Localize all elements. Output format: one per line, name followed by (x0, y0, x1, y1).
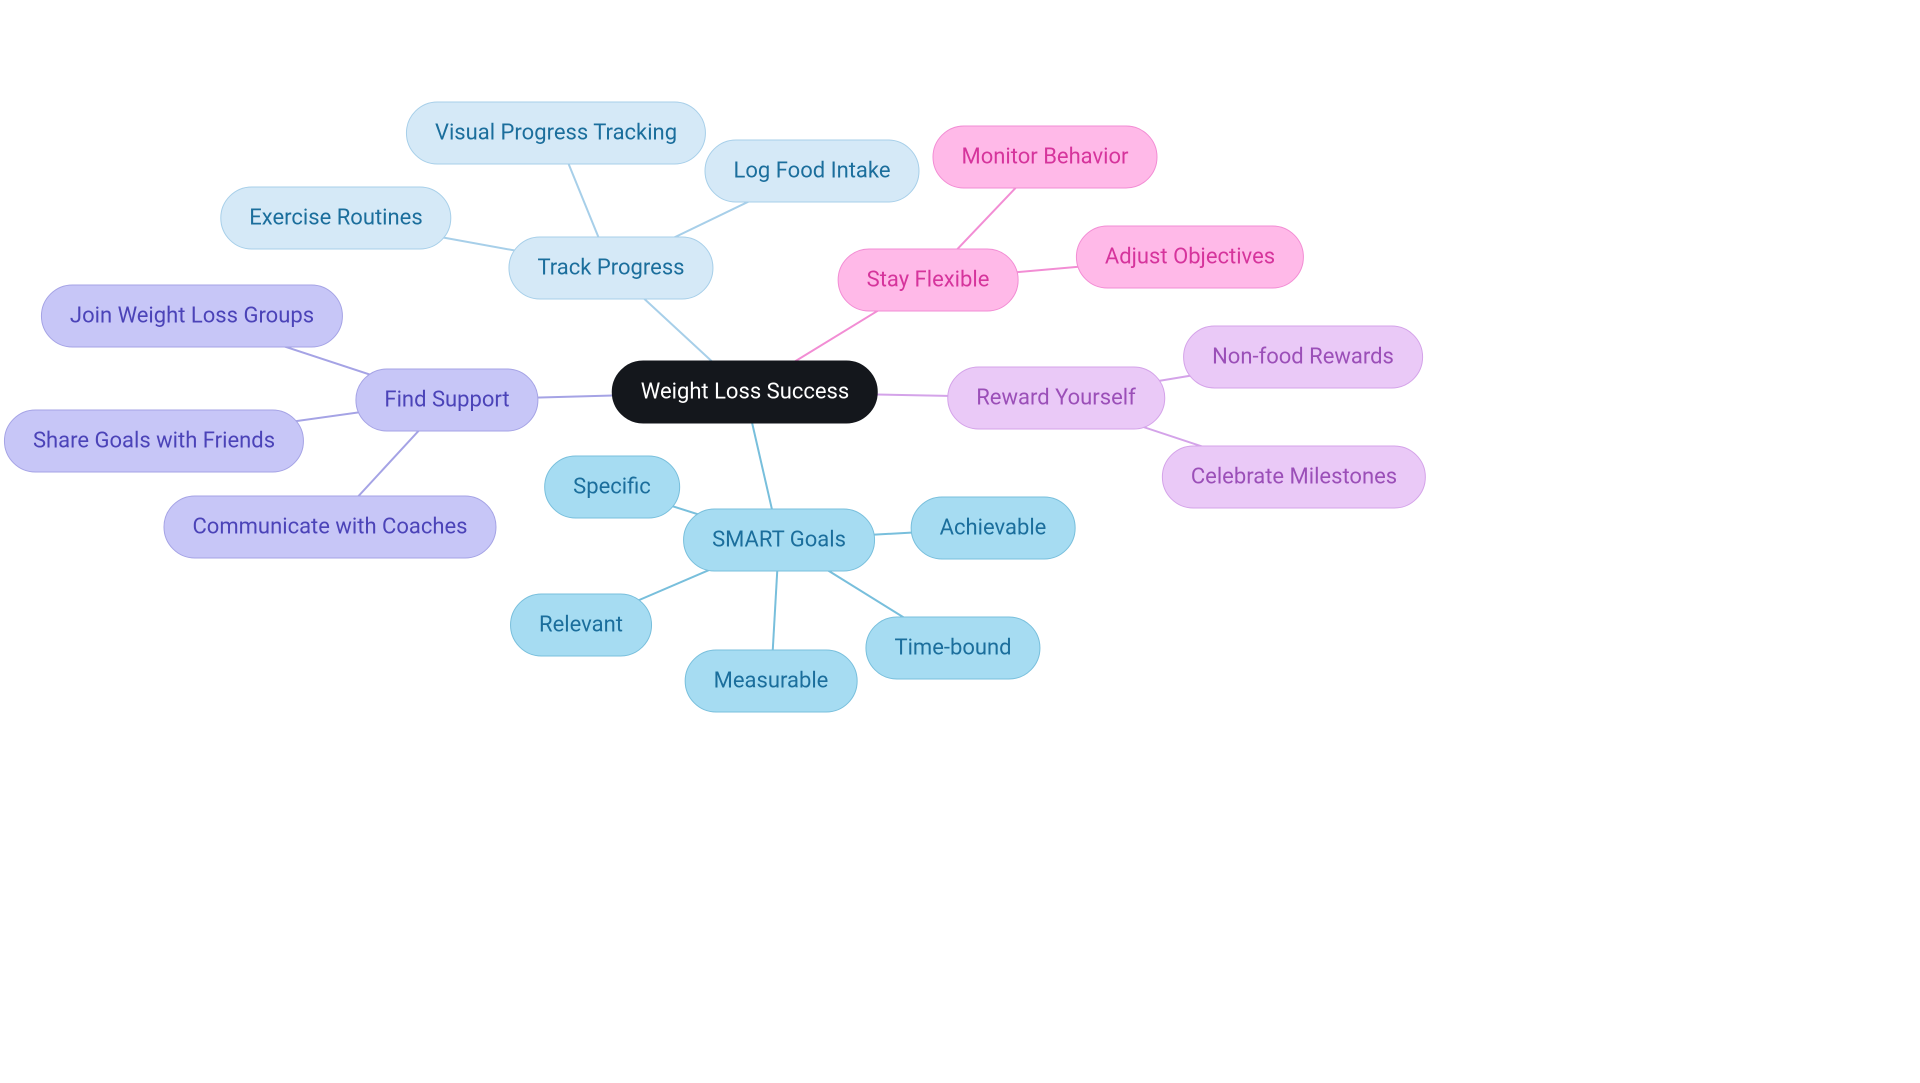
mindmap-node-relevant: Relevant (510, 594, 652, 657)
mindmap-canvas: Weight Loss Success Track Progress Visual … (0, 0, 1920, 1083)
mindmap-node-coaches: Communicate with Coaches (163, 496, 496, 559)
mindmap-node-logfood: Log Food Intake (705, 140, 920, 203)
mindmap-node-track: Track Progress (508, 237, 713, 300)
mindmap-node-measurable: Measurable (685, 650, 858, 713)
mindmap-node-exercise: Exercise Routines (220, 187, 451, 250)
mindmap-node-achievable: Achievable (911, 497, 1076, 560)
mindmap-node-specific: Specific (544, 456, 680, 519)
mindmap-node-support: Find Support (355, 369, 538, 432)
mindmap-node-reward: Reward Yourself (947, 367, 1165, 430)
mindmap-node-monitor: Monitor Behavior (933, 126, 1158, 189)
mindmap-node-groups: Join Weight Loss Groups (41, 285, 343, 348)
mindmap-node-smart: SMART Goals (683, 509, 875, 572)
mindmap-node-adjust: Adjust Objectives (1076, 226, 1304, 289)
mindmap-node-visual: Visual Progress Tracking (406, 102, 706, 165)
mindmap-node-root: Weight Loss Success (612, 361, 878, 424)
mindmap-node-celebrate: Celebrate Milestones (1162, 446, 1426, 509)
mindmap-node-flexible: Stay Flexible (838, 249, 1019, 312)
mindmap-node-share: Share Goals with Friends (4, 410, 304, 473)
mindmap-node-timebound: Time-bound (865, 617, 1040, 680)
mindmap-node-nonfood: Non-food Rewards (1183, 326, 1423, 389)
